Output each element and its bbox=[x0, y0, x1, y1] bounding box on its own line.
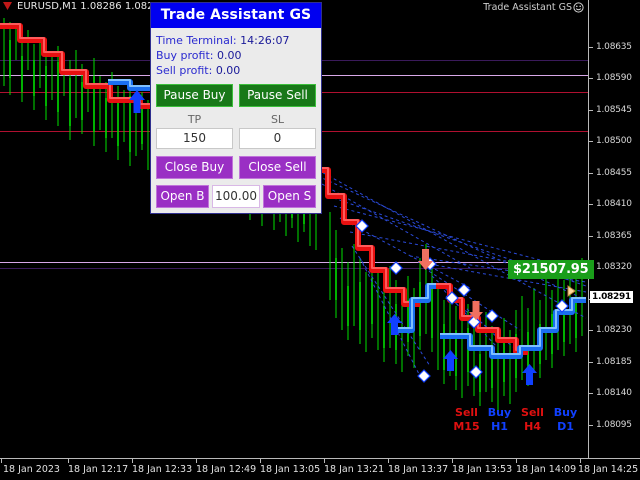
time-tick: 18 Jan 14:09 bbox=[516, 464, 577, 475]
candle-bodies-left bbox=[9, 40, 143, 152]
close-button-row: Close Buy Close Sell bbox=[156, 156, 316, 179]
price-tick: 1.08185 bbox=[596, 357, 632, 367]
buy-profit-row: Buy profit: 0.00 bbox=[156, 49, 316, 62]
tp-sl-label-row: TP SL bbox=[156, 113, 316, 126]
price-axis[interactable]: 1.08635 1.08590 1.08545 1.08500 1.08455 … bbox=[588, 0, 640, 458]
open-button-row: Open B 100.00 Open S bbox=[156, 185, 316, 208]
trend-band-blue-left-hi bbox=[108, 79, 150, 87]
time-tick: 18 Jan 12:17 bbox=[68, 464, 129, 475]
buy-profit-label: Buy profit: bbox=[156, 49, 214, 62]
price-tick: 1.08140 bbox=[596, 388, 632, 398]
trend-band-blue-right bbox=[440, 297, 586, 359]
trend-band-red-mid bbox=[316, 167, 420, 307]
level-line-6 bbox=[0, 268, 588, 269]
panel-title: Trade Assistant GS bbox=[151, 3, 321, 28]
timeframe-row: M15 H1 H4 D1 bbox=[450, 420, 582, 434]
signal-h1: Buy bbox=[487, 406, 512, 419]
timeframe-d1: D1 bbox=[557, 420, 574, 433]
time-tick: 18 Jan 14:25 bbox=[578, 464, 639, 475]
watermark-text: Trade Assistant GS bbox=[483, 2, 572, 13]
sell-arrow-icon bbox=[469, 301, 483, 320]
open-sell-button[interactable]: Open S bbox=[263, 185, 316, 208]
sl-label: SL bbox=[270, 113, 285, 126]
price-tick: 1.08545 bbox=[596, 105, 632, 115]
symbol-header-text: EURUSD,M1 1.08286 1.08291 bbox=[17, 1, 167, 12]
price-tick: 1.08095 bbox=[596, 420, 632, 430]
trend-band-blue-mid-hi bbox=[396, 283, 438, 329]
price-tick: 1.08230 bbox=[596, 325, 632, 335]
time-tick: 18 Jan 13:37 bbox=[388, 464, 449, 475]
price-tick: 1.08455 bbox=[596, 168, 632, 178]
buy-arrow-icon bbox=[443, 350, 458, 371]
buy-arrow-icon bbox=[522, 364, 537, 385]
trade-assistant-panel[interactable]: Trade Assistant GS Time Terminal: 14:26:… bbox=[150, 2, 322, 214]
chart-symbol-icon bbox=[3, 2, 12, 10]
signal-m15: Sell bbox=[455, 406, 478, 419]
tp-sl-input-row: 150 0 bbox=[156, 128, 316, 149]
buy-profit-value: 0.00 bbox=[216, 49, 242, 62]
time-axis[interactable]: 18 Jan 2023 18 Jan 12:17 18 Jan 12:33 18… bbox=[0, 458, 640, 480]
time-tick: 18 Jan 13:21 bbox=[324, 464, 385, 475]
sell-profit-value: 0.00 bbox=[215, 64, 241, 77]
signal-h4: Sell bbox=[521, 406, 544, 419]
close-buy-button[interactable]: Close Buy bbox=[156, 156, 233, 179]
timeframe-m15: M15 bbox=[453, 420, 480, 433]
pause-buy-button[interactable]: Pause Buy bbox=[156, 84, 233, 107]
price-tick: 1.08590 bbox=[596, 73, 632, 83]
current-price-tag: 1.08291 bbox=[590, 291, 633, 303]
smiley-face-icon bbox=[573, 2, 584, 13]
timeframe-signal-table: Sell Buy Sell Buy M15 H1 H4 D1 bbox=[450, 406, 582, 434]
trend-band-red-mid-hi bbox=[316, 167, 420, 303]
price-tick: 1.08410 bbox=[596, 199, 632, 209]
price-tick: 1.08365 bbox=[596, 231, 632, 241]
chart-watermark: Trade Assistant GS bbox=[483, 2, 584, 13]
time-terminal-label: Time Terminal: bbox=[156, 34, 237, 47]
trend-band-blue-mid bbox=[396, 283, 438, 333]
sell-profit-row: Sell profit: 0.00 bbox=[156, 64, 316, 77]
trend-band-blue-right-hi bbox=[440, 297, 586, 355]
symbol-header: EURUSD,M1 1.08286 1.08291 bbox=[2, 1, 166, 12]
time-tick: 18 Jan 12:49 bbox=[196, 464, 257, 475]
signal-d1: Buy bbox=[553, 406, 578, 419]
lot-size-input[interactable]: 100.00 bbox=[212, 185, 260, 208]
sell-profit-label: Sell profit: bbox=[156, 64, 213, 77]
sl-input[interactable]: 0 bbox=[239, 128, 316, 149]
level-line-5 bbox=[0, 262, 588, 263]
chart-canvas bbox=[0, 18, 587, 410]
time-tick: 18 Jan 12:33 bbox=[132, 464, 193, 475]
time-terminal-row: Time Terminal: 14:26:07 bbox=[156, 34, 316, 47]
timeframe-h1: H1 bbox=[491, 420, 508, 433]
signal-row: Sell Buy Sell Buy bbox=[450, 406, 582, 420]
time-tick: 18 Jan 13:53 bbox=[452, 464, 513, 475]
tp-input[interactable]: 150 bbox=[156, 128, 233, 149]
time-tick: 18 Jan 2023 bbox=[3, 464, 60, 475]
price-tick: 1.08635 bbox=[596, 42, 632, 52]
time-tick: 18 Jan 13:05 bbox=[260, 464, 321, 475]
timeframe-h4: H4 bbox=[524, 420, 541, 433]
open-buy-button[interactable]: Open B bbox=[156, 185, 209, 208]
candlesticks-right bbox=[329, 212, 583, 410]
price-tick: 1.08500 bbox=[596, 136, 632, 146]
pause-button-row: Pause Buy Pause Sell bbox=[156, 84, 316, 107]
close-sell-button[interactable]: Close Sell bbox=[239, 156, 316, 179]
tp-label: TP bbox=[187, 113, 202, 126]
pause-sell-button[interactable]: Pause Sell bbox=[239, 84, 316, 107]
buy-arrow-icon bbox=[129, 90, 145, 113]
sell-arrow-icon bbox=[418, 249, 433, 270]
price-tick: 1.08320 bbox=[596, 262, 632, 272]
profit-badge: $21507.95 bbox=[508, 260, 594, 279]
buy-arrow-icon bbox=[387, 314, 402, 335]
time-terminal-value: 14:26:07 bbox=[240, 34, 290, 47]
